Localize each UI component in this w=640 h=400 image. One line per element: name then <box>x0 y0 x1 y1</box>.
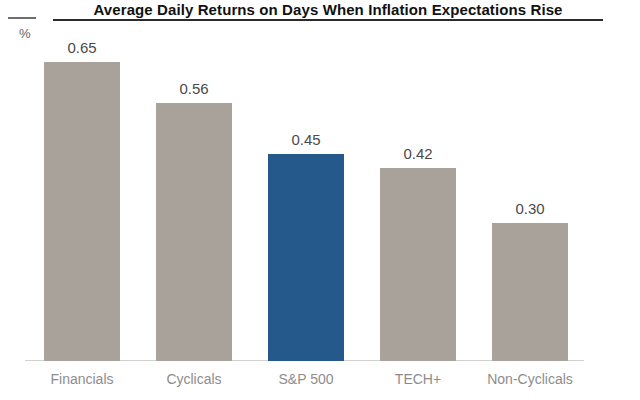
category-label-tech: TECH+ <box>358 371 478 387</box>
bar-s-p-500 <box>268 154 344 361</box>
value-label-s-p-500: 0.45 <box>250 131 362 148</box>
bar-non-cyclicals <box>492 223 568 361</box>
value-label-financials: 0.65 <box>26 39 138 56</box>
bar-chart: Average Daily Returns on Days When Infla… <box>0 0 640 400</box>
category-label-cyclicals: Cyclicals <box>134 371 254 387</box>
bar-chart-plot: 0.65 Financials 0.56 Cyclicals 0.45 S&P 500 0.… <box>0 0 640 400</box>
value-label-tech: 0.42 <box>362 145 474 162</box>
bar-financials <box>44 62 120 361</box>
value-label-cyclicals: 0.56 <box>138 80 250 97</box>
category-label-s-p-500: S&P 500 <box>246 371 366 387</box>
category-label-non-cyclicals: Non-Cyclicals <box>470 371 590 387</box>
bar-tech <box>380 168 456 361</box>
value-label-non-cyclicals: 0.30 <box>474 200 586 217</box>
category-label-financials: Financials <box>22 371 142 387</box>
bar-cyclicals <box>156 103 232 361</box>
